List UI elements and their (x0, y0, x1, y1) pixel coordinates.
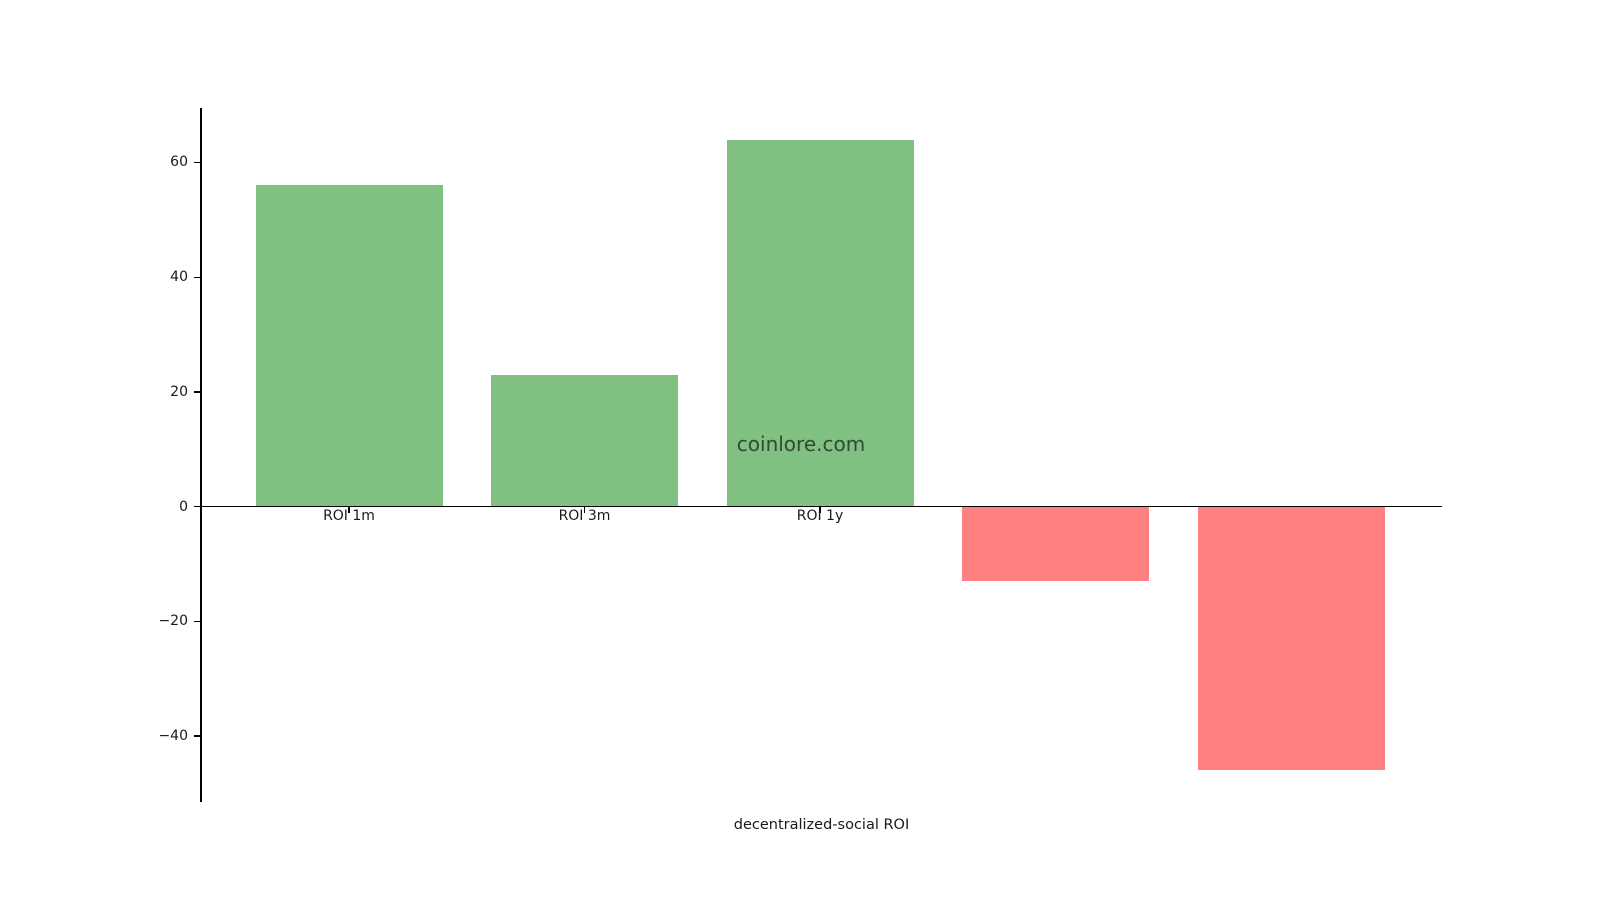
y-tick-label: 0 (179, 498, 188, 515)
y-tick-mark (194, 505, 201, 508)
y-tick-label: −20 (158, 613, 188, 630)
y-tick-mark (194, 735, 201, 737)
x-axis-title: decentralized-social ROI (733, 817, 910, 833)
bar-roi-1y (726, 139, 914, 507)
x-tick-mark (583, 506, 586, 513)
y-tick-mark (194, 620, 201, 622)
y-tick-label: 60 (170, 154, 188, 171)
x-axis-zero-line (201, 505, 1442, 508)
y-tick-mark (194, 276, 201, 278)
y-tick-label: −40 (158, 728, 188, 745)
x-tick-mark (819, 506, 821, 513)
y-tick-label: 20 (170, 383, 188, 400)
x-tick-label: ROI 1m (323, 508, 375, 525)
bar-unlabeled-3 (962, 506, 1149, 582)
x-tick-label: ROI 3m (558, 508, 611, 525)
x-tick-mark (348, 506, 350, 513)
y-tick-label: 40 (170, 269, 188, 286)
bar-roi-3m (491, 374, 678, 507)
bar-roi-1m (255, 185, 443, 507)
y-tick-mark (194, 391, 201, 393)
bar-unlabeled-4 (1197, 506, 1385, 771)
y-axis-line (200, 108, 202, 802)
watermark-text: coinlore.com (736, 432, 866, 456)
y-tick-mark (194, 161, 201, 164)
x-tick-label: ROI 1y (796, 508, 844, 525)
